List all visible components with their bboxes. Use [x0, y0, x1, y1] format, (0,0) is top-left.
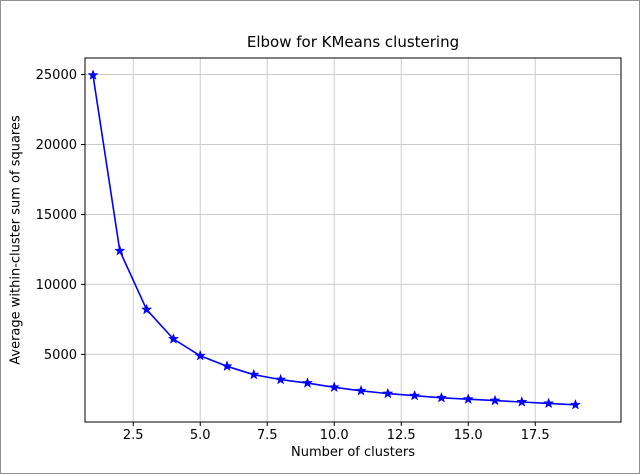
x-tick-label: 2.5: [123, 428, 144, 443]
star-marker: [221, 360, 233, 372]
x-tick-labels: 2.5 5.0 7.5 10.0 12.5 15.0 17.5: [123, 428, 550, 443]
star-marker: [248, 368, 260, 380]
star-marker: [569, 398, 582, 410]
star-marker: [87, 69, 99, 81]
tick-marks: [81, 74, 536, 426]
plot-background: [85, 58, 621, 422]
star-marker: [355, 384, 367, 396]
star-marker: [114, 244, 126, 256]
y-tick-label: 20000: [36, 138, 77, 153]
grid-lines: [85, 58, 621, 422]
star-marker: [516, 396, 528, 407]
star-marker: [489, 394, 501, 406]
x-tick-label: 5.0: [190, 428, 211, 443]
star-marker: [328, 381, 340, 393]
chart-title: Elbow for KMeans clustering: [246, 33, 460, 51]
axes-frame: [84, 57, 622, 423]
x-tick-label: 10.0: [320, 428, 349, 443]
x-tick-label: 12.5: [387, 428, 416, 443]
y-tick-labels: 5000 10000 15000 20000 25000: [36, 68, 77, 363]
star-marker: [462, 393, 474, 405]
star-marker: [141, 303, 153, 315]
data-markers: [87, 69, 582, 410]
x-tick-label: 17.5: [521, 428, 550, 443]
y-tick-label: 5000: [44, 348, 77, 363]
star-marker: [301, 377, 314, 388]
x-tick-label: 15.0: [454, 428, 483, 443]
y-axis-label: Average within-cluster sum of squares: [8, 115, 24, 365]
y-tick-label: 10000: [36, 278, 77, 293]
x-axis-label: Number of clusters: [290, 445, 415, 460]
star-marker: [382, 387, 394, 399]
star-marker: [194, 349, 206, 361]
star-marker: [542, 397, 555, 409]
star-marker: [408, 389, 421, 401]
y-tick-label: 15000: [36, 208, 77, 223]
star-marker: [274, 373, 287, 385]
y-tick-label: 25000: [36, 68, 77, 83]
star-marker: [167, 333, 180, 344]
star-marker: [435, 391, 448, 403]
x-tick-label: 7.5: [257, 428, 278, 443]
